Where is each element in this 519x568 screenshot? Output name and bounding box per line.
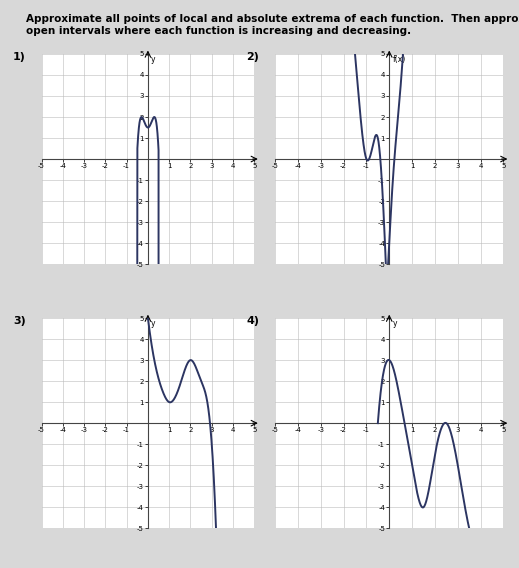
Text: open intervals where each function is increasing and decreasing.: open intervals where each function is in… [26,26,411,36]
Text: 1): 1) [13,52,26,62]
Text: 2): 2) [247,52,260,62]
Text: y: y [151,319,156,328]
Text: Approximate all points of local and absolute extrema of each function.  Then app: Approximate all points of local and abso… [26,14,519,24]
Text: y: y [151,55,156,64]
Text: 3): 3) [13,316,26,326]
Text: y: y [393,319,397,328]
Text: f(x): f(x) [393,55,406,64]
Text: 4): 4) [247,316,260,326]
